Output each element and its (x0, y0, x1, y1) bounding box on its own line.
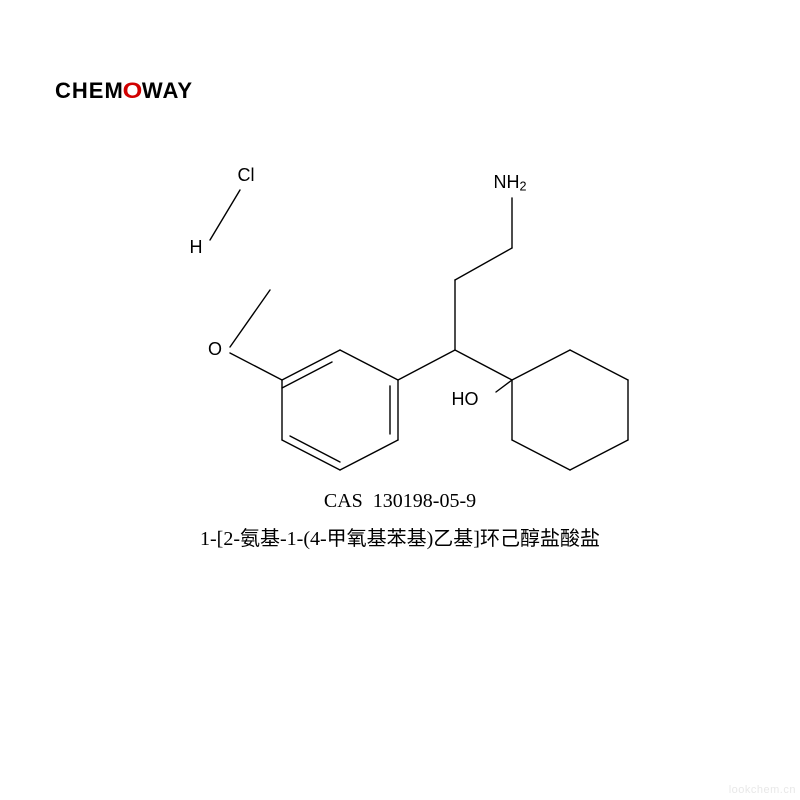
svg-text:Cl: Cl (238, 165, 255, 185)
watermark-text: lookchem.cn (729, 784, 796, 796)
cas-number: 130198-05-9 (373, 490, 476, 512)
compound-name: 1-[2-氨基-1-(4-甲氧基苯基)乙基]环己醇盐酸盐 (0, 522, 800, 551)
svg-text:H: H (190, 237, 203, 257)
chemical-structure: ClClHHOONH2NH2HOHO (0, 0, 800, 800)
atom-labels: ClClHHOONH2NH2HOHO (190, 165, 527, 409)
cas-label: CAS (324, 490, 363, 512)
svg-text:NH2: NH2 (493, 172, 526, 194)
svg-text:HO: HO (452, 389, 479, 409)
cas-caption: CAS 130198-05-9 (0, 490, 800, 513)
bond-lines (210, 190, 628, 470)
svg-text:O: O (208, 339, 222, 359)
